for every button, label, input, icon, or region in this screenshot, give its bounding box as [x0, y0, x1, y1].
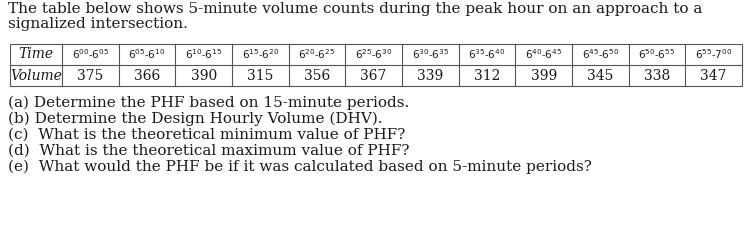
Text: Time: Time [19, 48, 53, 62]
Text: $6^{30}$-$6^{35}$: $6^{30}$-$6^{35}$ [412, 48, 449, 61]
Text: $6^{00}$-$6^{05}$: $6^{00}$-$6^{05}$ [72, 48, 109, 61]
Text: $6^{25}$-$6^{30}$: $6^{25}$-$6^{30}$ [355, 48, 393, 61]
Text: signalized intersection.: signalized intersection. [8, 17, 188, 31]
Text: (c)  What is the theoretical minimum value of PHF?: (c) What is the theoretical minimum valu… [8, 128, 405, 142]
Text: $6^{35}$-$6^{40}$: $6^{35}$-$6^{40}$ [468, 48, 505, 61]
Text: $6^{05}$-$6^{10}$: $6^{05}$-$6^{10}$ [129, 48, 165, 61]
Text: 390: 390 [190, 69, 217, 83]
Text: (e)  What would the PHF be if it was calculated based on 5-minute periods?: (e) What would the PHF be if it was calc… [8, 160, 592, 174]
Text: 356: 356 [304, 69, 330, 83]
Text: 375: 375 [77, 69, 104, 83]
Text: 367: 367 [360, 69, 387, 83]
Text: 399: 399 [531, 69, 556, 83]
Bar [10, 44, 742, 86]
Text: 339: 339 [417, 69, 444, 83]
Text: 345: 345 [587, 69, 614, 83]
Text: Volume: Volume [10, 69, 62, 83]
Text: $6^{55}$-$7^{00}$: $6^{55}$-$7^{00}$ [695, 48, 732, 61]
Text: (b) Determine the Design Hourly Volume (DHV).: (b) Determine the Design Hourly Volume (… [8, 112, 383, 126]
Text: The table below shows 5-minute volume counts during the peak hour on an approach: The table below shows 5-minute volume co… [8, 2, 702, 16]
Text: $6^{15}$-$6^{20}$: $6^{15}$-$6^{20}$ [241, 48, 279, 61]
Text: $6^{40}$-$6^{45}$: $6^{40}$-$6^{45}$ [525, 48, 562, 61]
Text: $6^{45}$-$6^{50}$: $6^{45}$-$6^{50}$ [582, 48, 619, 61]
Text: 312: 312 [474, 69, 500, 83]
Text: 338: 338 [644, 69, 670, 83]
Text: $6^{20}$-$6^{25}$: $6^{20}$-$6^{25}$ [299, 48, 335, 61]
Text: (d)  What is the theoretical maximum value of PHF?: (d) What is the theoretical maximum valu… [8, 144, 410, 158]
Text: 315: 315 [247, 69, 274, 83]
Text: (a) Determine the PHF based on 15-minute periods.: (a) Determine the PHF based on 15-minute… [8, 96, 409, 110]
Text: 347: 347 [700, 69, 727, 83]
Text: $6^{50}$-$6^{55}$: $6^{50}$-$6^{55}$ [638, 48, 675, 61]
Text: 366: 366 [134, 69, 160, 83]
Text: $6^{10}$-$6^{15}$: $6^{10}$-$6^{15}$ [185, 48, 222, 61]
